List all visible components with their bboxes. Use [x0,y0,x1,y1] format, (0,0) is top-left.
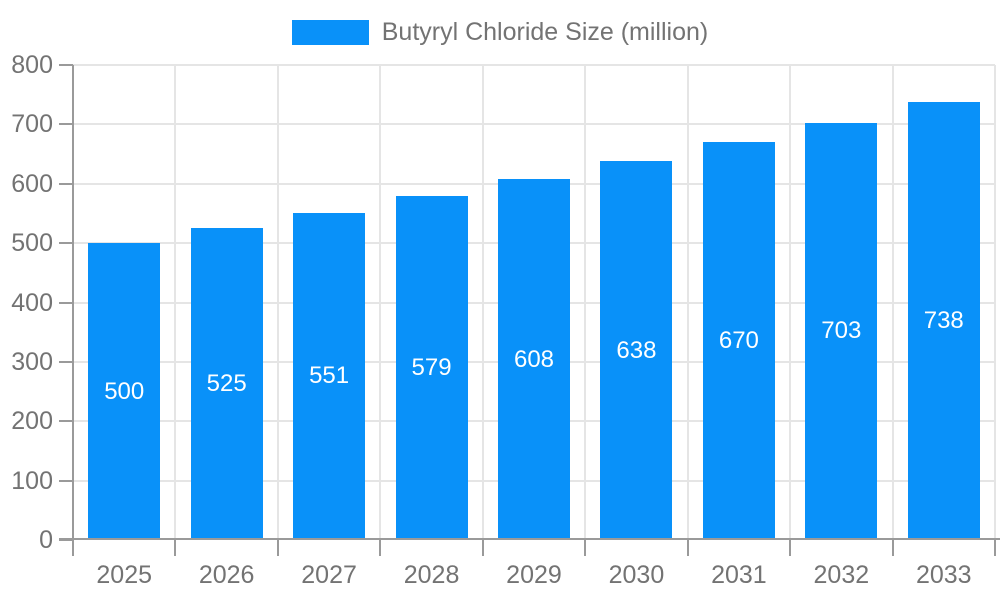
x-tick-label: 2028 [403,561,460,589]
bar[interactable]: 525 [190,228,263,540]
gridline-horizontal [73,123,995,126]
gridline-vertical [174,65,177,540]
x-axis-tick [891,540,894,556]
bar[interactable]: 738 [907,101,980,540]
x-axis-tick [481,540,484,556]
y-axis-tick [59,420,73,423]
y-tick-label: 0 [39,526,53,554]
y-tick-label: 700 [11,110,53,139]
y-axis-tick [59,539,73,541]
x-tick-label: 2030 [608,561,665,589]
y-tick-label: 400 [11,288,53,317]
bar[interactable]: 608 [498,179,570,540]
y-tick-label: 200 [11,407,53,436]
x-tick-label: 2026 [198,561,255,589]
plot-area: 500 525 551 579 608 638 670 703 738 0 100 200 300 400… [11,51,1000,589]
bar[interactable]: 670 [702,142,775,540]
bar-value-label: 738 [923,306,964,334]
x-axis-line [59,538,1000,540]
bar[interactable]: 551 [293,212,366,540]
x-tick-label: 2033 [915,561,972,589]
bar-value-label: 525 [206,370,247,398]
y-axis-tick [59,301,73,304]
x-axis-tick [584,540,587,556]
bar-value-label: 638 [616,336,657,364]
legend-label: Butyryl Chloride Size (million) [381,18,709,46]
gridline-vertical [276,65,279,540]
gridline-vertical [686,65,689,540]
gridline-vertical [994,65,996,540]
bar-value-label: 579 [411,354,452,382]
bar-value-label: 551 [309,362,350,390]
x-axis-tick [174,540,177,556]
bar[interactable]: 703 [805,122,878,540]
x-tick-label: 2029 [506,561,562,589]
x-axis-tick [686,540,689,556]
x-tick-label: 2031 [711,561,767,589]
y-axis-tick [59,479,73,482]
legend-swatch [291,19,369,45]
y-tick-label: 300 [11,347,53,376]
bar[interactable]: 638 [600,161,673,540]
y-axis-line [72,65,74,556]
gridline-vertical [379,65,382,540]
y-axis-tick [59,360,73,363]
y-axis-tick [59,242,73,245]
chart-legend[interactable]: Butyryl Chloride Size (million) [0,18,1000,46]
y-axis-tick [59,123,73,126]
bar-value-label: 500 [104,377,145,405]
gridline-horizontal [73,64,995,66]
x-axis-tick [379,540,382,556]
x-tick-label: 2032 [813,561,870,589]
y-tick-label: 100 [11,466,53,495]
bar[interactable]: 500 [88,243,161,540]
y-axis-tick [59,182,73,185]
bar[interactable]: 579 [395,196,468,540]
gridline-vertical [891,65,894,540]
gridline-vertical [584,65,587,540]
x-axis-tick [276,540,279,556]
bar-value-label: 608 [513,345,555,373]
y-tick-label: 800 [11,51,53,79]
gridline-vertical [481,65,484,540]
bar-value-label: 703 [821,317,862,345]
x-tick-label: 2025 [96,561,153,589]
bar-value-label: 670 [718,327,759,355]
y-axis-tick [59,64,73,66]
y-tick-label: 600 [11,169,53,198]
x-tick-label: 2027 [301,561,357,589]
gridline-vertical [789,65,792,540]
x-axis-tick [994,540,996,556]
x-axis-tick [789,540,792,556]
y-tick-label: 500 [11,229,53,258]
